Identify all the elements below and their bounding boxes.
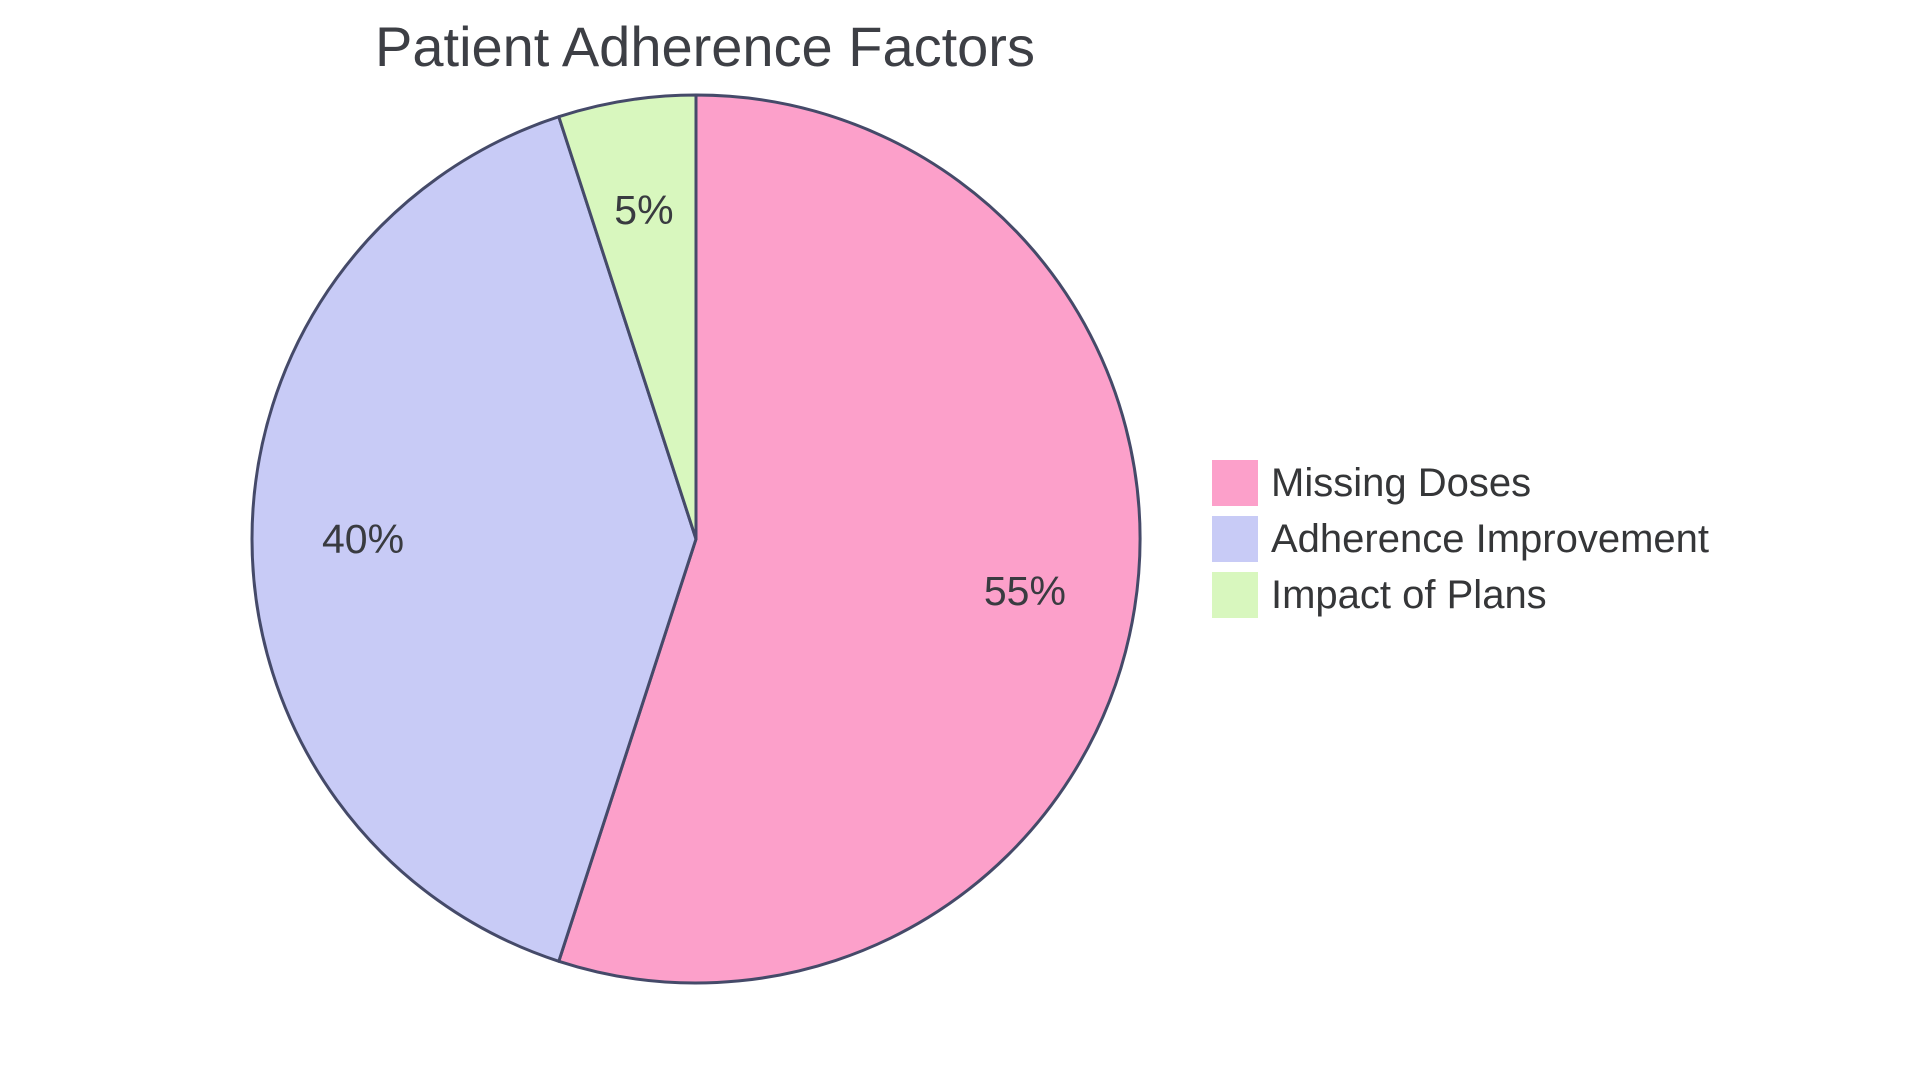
pie-slice-missing-doses bbox=[557, 93, 1142, 985]
pie-slice-adherence-improvement bbox=[250, 115, 698, 963]
legend: Missing Doses Adherence Improvement Impact… bbox=[1212, 460, 1709, 618]
legend-item-label-missing-doses: Missing Doses bbox=[1271, 461, 1531, 505]
legend-item-label-impact-of-plans: Impact of Plans bbox=[1271, 573, 1547, 617]
slice-percent-label-missing-doses: 55% bbox=[984, 568, 1066, 614]
chart-title: Patient Adherence Factors bbox=[375, 15, 1035, 78]
slice-percent-label-impact-of-plans: 5% bbox=[614, 187, 673, 233]
pie-percent-labels: 55% 40% 5% bbox=[322, 187, 1066, 614]
pie-slices bbox=[250, 93, 1142, 985]
legend-swatch-adherence-improvement bbox=[1212, 516, 1258, 562]
legend-swatch-missing-doses bbox=[1212, 460, 1258, 506]
pie-slice-impact-of-plans bbox=[557, 93, 698, 541]
slice-percent-label-adherence-improvement: 40% bbox=[322, 516, 404, 562]
legend-swatch-impact-of-plans bbox=[1212, 572, 1258, 618]
legend-item-label-adherence-improvement: Adherence Improvement bbox=[1271, 517, 1709, 561]
